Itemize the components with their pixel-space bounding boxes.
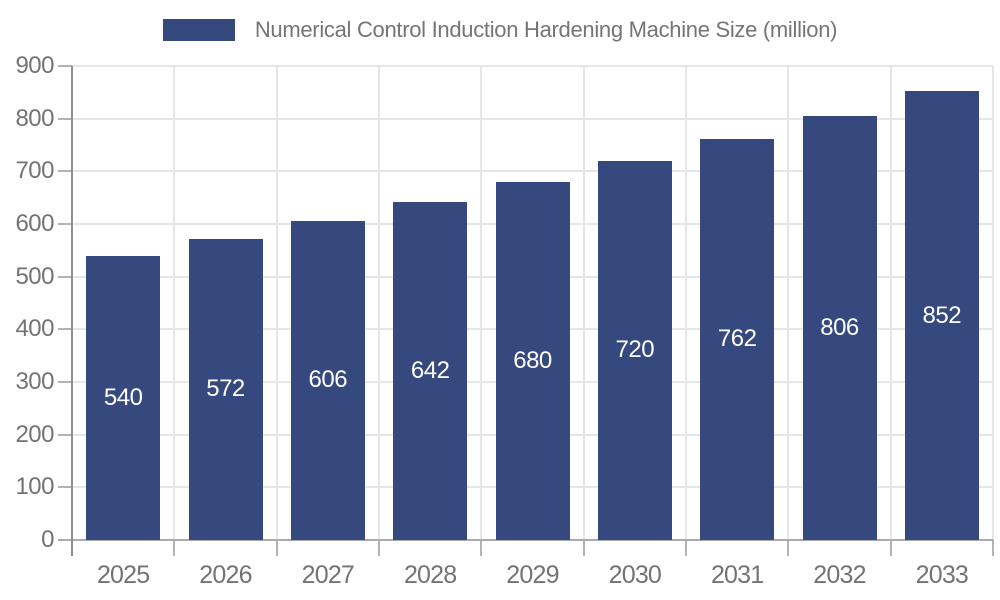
y-tick-label: 800 xyxy=(15,104,54,132)
bar[interactable] xyxy=(393,201,468,540)
y-axis-tick xyxy=(58,433,72,436)
bar[interactable] xyxy=(290,220,365,540)
gridline-vertical xyxy=(378,66,380,540)
y-axis-tick xyxy=(58,486,72,489)
x-axis-tick xyxy=(787,540,790,556)
x-tick-label: 2033 xyxy=(915,561,969,589)
x-axis-tick xyxy=(480,540,483,556)
gridline-vertical xyxy=(889,66,892,540)
x-tick-label: 2032 xyxy=(813,561,866,589)
y-tick-label: 700 xyxy=(15,157,54,185)
x-axis-tick xyxy=(173,540,176,556)
y-axis-tick xyxy=(58,381,72,383)
bar[interactable] xyxy=(700,138,775,540)
gridline-vertical xyxy=(992,66,994,540)
gridline-vertical xyxy=(582,66,585,540)
x-axis-tick xyxy=(889,540,892,556)
bar-value-label: 572 xyxy=(206,375,245,403)
x-axis-tick xyxy=(275,540,278,556)
y-tick-label: 900 xyxy=(15,52,54,79)
bar[interactable] xyxy=(597,160,672,540)
gridline-vertical xyxy=(787,66,790,540)
gridline-horizontal xyxy=(72,170,993,173)
x-tick-label: 2031 xyxy=(710,561,764,589)
bar-value-label: 852 xyxy=(922,301,962,329)
x-axis-tick xyxy=(992,540,994,556)
bar[interactable] xyxy=(802,115,877,540)
y-axis-tick xyxy=(58,117,72,120)
y-axis-tick xyxy=(58,170,72,173)
y-tick-label: 100 xyxy=(15,473,54,501)
gridline-vertical xyxy=(173,66,176,540)
x-axis-tick xyxy=(685,540,687,556)
gridline-horizontal xyxy=(72,117,993,120)
bar-value-label: 680 xyxy=(513,346,552,374)
x-axis-tick xyxy=(582,540,585,556)
gridline-vertical xyxy=(275,66,278,540)
y-tick-label: 200 xyxy=(15,420,54,448)
gridline-vertical xyxy=(480,66,483,540)
gridline-vertical xyxy=(685,66,687,540)
x-axis-line xyxy=(58,539,993,541)
bar-value-label: 540 xyxy=(103,383,143,411)
x-tick-label: 2028 xyxy=(403,561,457,589)
bar[interactable] xyxy=(86,255,161,540)
x-tick-label: 2029 xyxy=(506,561,559,589)
bar-value-label: 720 xyxy=(615,336,655,364)
x-axis-tick xyxy=(378,540,380,556)
x-tick-label: 2026 xyxy=(199,561,252,589)
bar[interactable] xyxy=(188,238,263,540)
y-tick-label: 300 xyxy=(15,368,54,395)
bar-value-label: 762 xyxy=(717,325,757,353)
y-axis-tick xyxy=(58,65,72,67)
bar-value-label: 642 xyxy=(410,356,450,384)
bar-value-label: 606 xyxy=(308,366,348,394)
y-axis-tick xyxy=(58,328,72,331)
y-tick-label: 500 xyxy=(15,262,54,290)
x-tick-label: 2030 xyxy=(608,561,662,589)
x-tick-label: 2027 xyxy=(301,561,355,589)
y-axis-tick xyxy=(58,275,72,278)
legend-item[interactable]: Numerical Control Induction Hardening Ma… xyxy=(0,12,1000,48)
bar-value-label: 806 xyxy=(820,313,859,341)
bar[interactable] xyxy=(904,91,979,540)
y-tick-label: 400 xyxy=(15,315,54,343)
y-tick-label: 0 xyxy=(41,526,54,553)
bar[interactable] xyxy=(495,181,570,540)
x-tick-label: 2025 xyxy=(96,561,150,589)
legend-label: Numerical Control Induction Hardening Ma… xyxy=(254,17,838,42)
legend-swatch xyxy=(162,19,235,41)
y-tick-label: 600 xyxy=(15,210,54,237)
y-axis-line xyxy=(71,66,73,556)
gridline-horizontal xyxy=(72,65,993,67)
y-axis-tick xyxy=(58,223,72,225)
